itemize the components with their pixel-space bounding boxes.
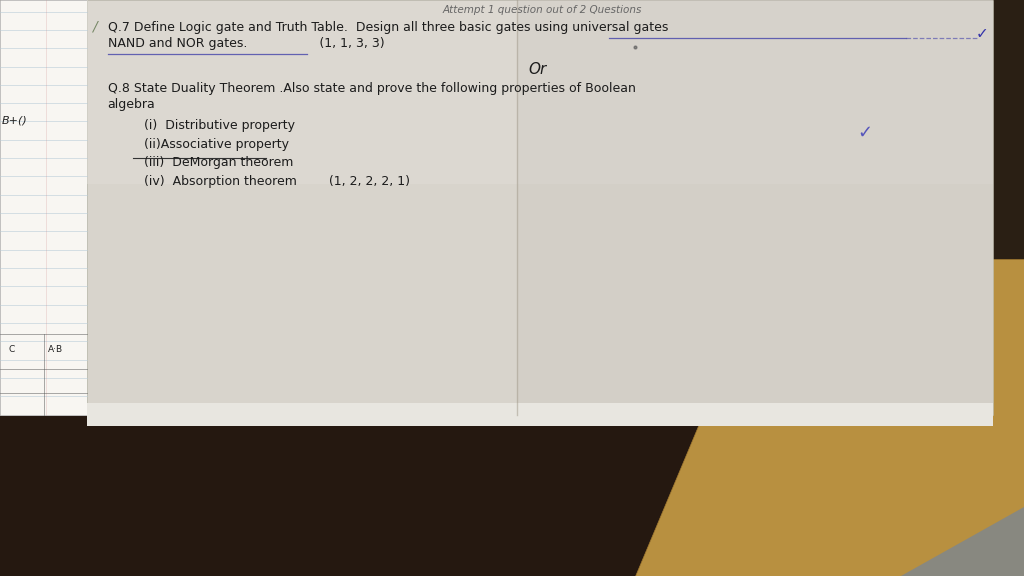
Text: (iii)  DeMorgan theorem: (iii) DeMorgan theorem bbox=[128, 156, 293, 169]
Bar bbox=[87, 0, 993, 415]
Text: Attempt 1 question out of 2 Questions: Attempt 1 question out of 2 Questions bbox=[443, 5, 642, 14]
Text: ✓: ✓ bbox=[858, 123, 872, 142]
Bar bbox=[517, 0, 993, 415]
Text: Q.8 State Duality Theorem .Also state and prove the following properties of Bool: Q.8 State Duality Theorem .Also state an… bbox=[108, 82, 636, 95]
Text: /: / bbox=[91, 20, 96, 33]
Text: NAND and NOR gates.                  (1, 1, 3, 3): NAND and NOR gates. (1, 1, 3, 3) bbox=[108, 37, 384, 50]
Text: A·B: A·B bbox=[47, 345, 62, 354]
Text: (iv)  Absorption theorem        (1, 2, 2, 2, 1): (iv) Absorption theorem (1, 2, 2, 2, 1) bbox=[128, 175, 410, 188]
Text: ✓: ✓ bbox=[976, 26, 988, 41]
Polygon shape bbox=[901, 507, 1024, 576]
Polygon shape bbox=[635, 259, 1024, 576]
Text: Q.7 Define Logic gate and Truth Table.  Design all three basic gates using unive: Q.7 Define Logic gate and Truth Table. D… bbox=[108, 21, 668, 34]
Bar bbox=[87, 403, 993, 426]
Bar bbox=[0, 0, 87, 415]
Text: C: C bbox=[8, 345, 14, 354]
Text: B+(): B+() bbox=[2, 116, 28, 126]
Bar bbox=[87, 0, 993, 184]
Bar bbox=[0, 259, 1024, 576]
Text: (ii)Associative property: (ii)Associative property bbox=[128, 138, 289, 151]
Text: (i)  Distributive property: (i) Distributive property bbox=[128, 119, 295, 132]
Text: Or: Or bbox=[528, 62, 547, 77]
Text: algebra: algebra bbox=[108, 98, 156, 111]
